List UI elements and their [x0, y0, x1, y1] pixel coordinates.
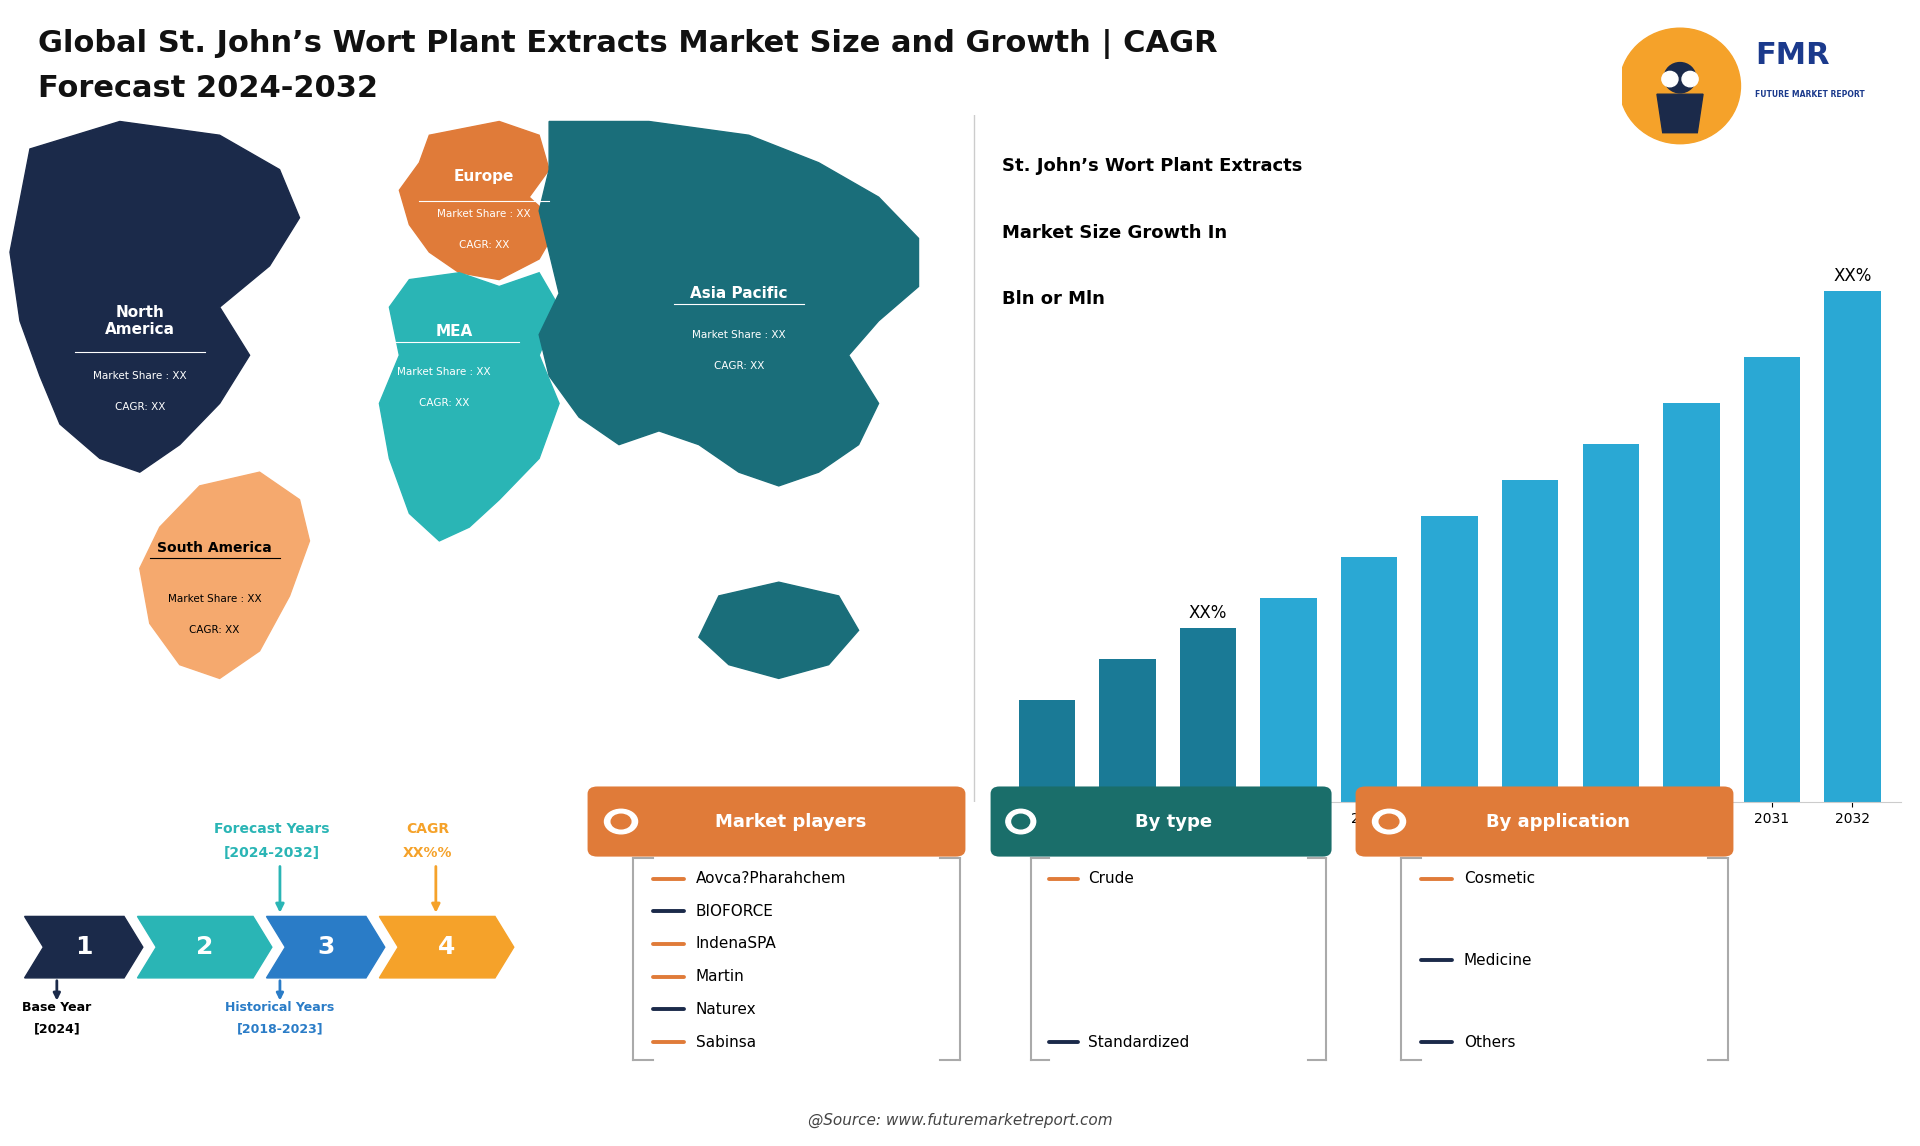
- Text: 2: 2: [196, 935, 213, 959]
- Polygon shape: [1657, 94, 1703, 133]
- Text: IndenaSPA: IndenaSPA: [695, 936, 776, 951]
- Polygon shape: [699, 582, 858, 678]
- Text: Europe: Europe: [453, 168, 515, 185]
- Text: Market Share : XX: Market Share : XX: [397, 368, 492, 377]
- Text: Global St. John’s Wort Plant Extracts Market Size and Growth | CAGR: Global St. John’s Wort Plant Extracts Ma…: [38, 29, 1217, 58]
- Circle shape: [1665, 63, 1695, 93]
- Bar: [1340, 557, 1398, 802]
- Text: Forecast Years: Forecast Years: [215, 822, 330, 835]
- Text: Asia Pacific: Asia Pacific: [689, 285, 787, 301]
- Text: Market Size Growth In: Market Size Growth In: [1002, 223, 1227, 242]
- Circle shape: [1012, 814, 1029, 829]
- Text: Market Share : XX: Market Share : XX: [167, 595, 261, 604]
- Text: MEA: MEA: [436, 323, 472, 339]
- Text: Cosmetic: Cosmetic: [1463, 871, 1534, 886]
- Text: XX%: XX%: [1188, 604, 1227, 622]
- FancyBboxPatch shape: [1356, 786, 1734, 856]
- Text: Aovca?Pharahchem: Aovca?Pharahchem: [695, 871, 847, 886]
- Polygon shape: [399, 121, 559, 280]
- Text: Market players: Market players: [714, 813, 866, 831]
- Polygon shape: [380, 273, 559, 541]
- Text: CAGR: CAGR: [407, 822, 449, 835]
- Polygon shape: [138, 917, 273, 978]
- Text: St. John’s Wort Plant Extracts: St. John’s Wort Plant Extracts: [1002, 157, 1304, 175]
- Polygon shape: [540, 121, 918, 486]
- Text: Others: Others: [1463, 1035, 1515, 1050]
- Text: FMR: FMR: [1755, 41, 1830, 70]
- Bar: [1663, 403, 1720, 802]
- Text: By type: By type: [1135, 813, 1212, 831]
- Text: Bln or Mln: Bln or Mln: [1002, 290, 1106, 308]
- Bar: [1018, 700, 1075, 802]
- Text: FUTURE MARKET REPORT: FUTURE MARKET REPORT: [1755, 89, 1864, 99]
- Polygon shape: [140, 472, 309, 678]
- Circle shape: [1373, 809, 1405, 834]
- Bar: [1098, 659, 1156, 802]
- Polygon shape: [267, 917, 384, 978]
- Text: Martin: Martin: [695, 970, 745, 984]
- Text: CAGR: XX: CAGR: XX: [190, 626, 240, 635]
- Circle shape: [1006, 809, 1035, 834]
- Bar: [1260, 598, 1317, 802]
- FancyBboxPatch shape: [588, 786, 966, 856]
- Text: CAGR: XX: CAGR: XX: [115, 402, 165, 411]
- Text: Forecast 2024-2032: Forecast 2024-2032: [38, 74, 378, 103]
- Bar: [1824, 291, 1882, 802]
- Text: CAGR: XX: CAGR: XX: [459, 241, 509, 250]
- Text: 3: 3: [317, 935, 334, 959]
- Text: South America: South America: [157, 541, 273, 555]
- Text: Crude: Crude: [1089, 871, 1135, 886]
- Text: CAGR: XX: CAGR: XX: [419, 399, 470, 408]
- Text: Market Share : XX: Market Share : XX: [92, 371, 186, 380]
- Text: Base Year: Base Year: [23, 1000, 92, 1014]
- Text: 4: 4: [438, 935, 455, 959]
- FancyBboxPatch shape: [991, 786, 1332, 856]
- Text: Market Share : XX: Market Share : XX: [438, 210, 532, 219]
- Bar: [1421, 516, 1478, 802]
- Text: [2018-2023]: [2018-2023]: [236, 1023, 323, 1036]
- Text: CAGR: XX: CAGR: XX: [714, 361, 764, 370]
- Circle shape: [1682, 71, 1697, 87]
- Text: XX%: XX%: [1834, 267, 1872, 284]
- Circle shape: [1620, 29, 1740, 143]
- Text: Medicine: Medicine: [1463, 952, 1532, 968]
- Text: North
America: North America: [106, 305, 175, 337]
- Text: By application: By application: [1486, 813, 1630, 831]
- Bar: [1743, 358, 1801, 802]
- Circle shape: [605, 809, 637, 834]
- Bar: [1179, 628, 1236, 802]
- Text: Historical Years: Historical Years: [225, 1000, 334, 1014]
- Text: [2024-2032]: [2024-2032]: [225, 846, 321, 861]
- Circle shape: [1379, 814, 1400, 829]
- Text: 1: 1: [75, 935, 92, 959]
- Polygon shape: [25, 917, 142, 978]
- Text: @Source: www.futuremarketreport.com: @Source: www.futuremarketreport.com: [808, 1113, 1112, 1129]
- Text: Sabinsa: Sabinsa: [695, 1035, 756, 1050]
- Text: BIOFORCE: BIOFORCE: [695, 904, 774, 919]
- Text: Market Share : XX: Market Share : XX: [691, 330, 785, 339]
- Text: XX%%: XX%%: [403, 846, 453, 861]
- Circle shape: [1663, 71, 1678, 87]
- Polygon shape: [10, 121, 300, 472]
- Circle shape: [611, 814, 632, 829]
- Polygon shape: [380, 917, 515, 978]
- Text: Naturex: Naturex: [695, 1002, 756, 1017]
- Bar: [1501, 480, 1559, 802]
- Bar: [1582, 445, 1640, 802]
- Text: [2024]: [2024]: [33, 1023, 81, 1036]
- Text: Standardized: Standardized: [1089, 1035, 1190, 1050]
